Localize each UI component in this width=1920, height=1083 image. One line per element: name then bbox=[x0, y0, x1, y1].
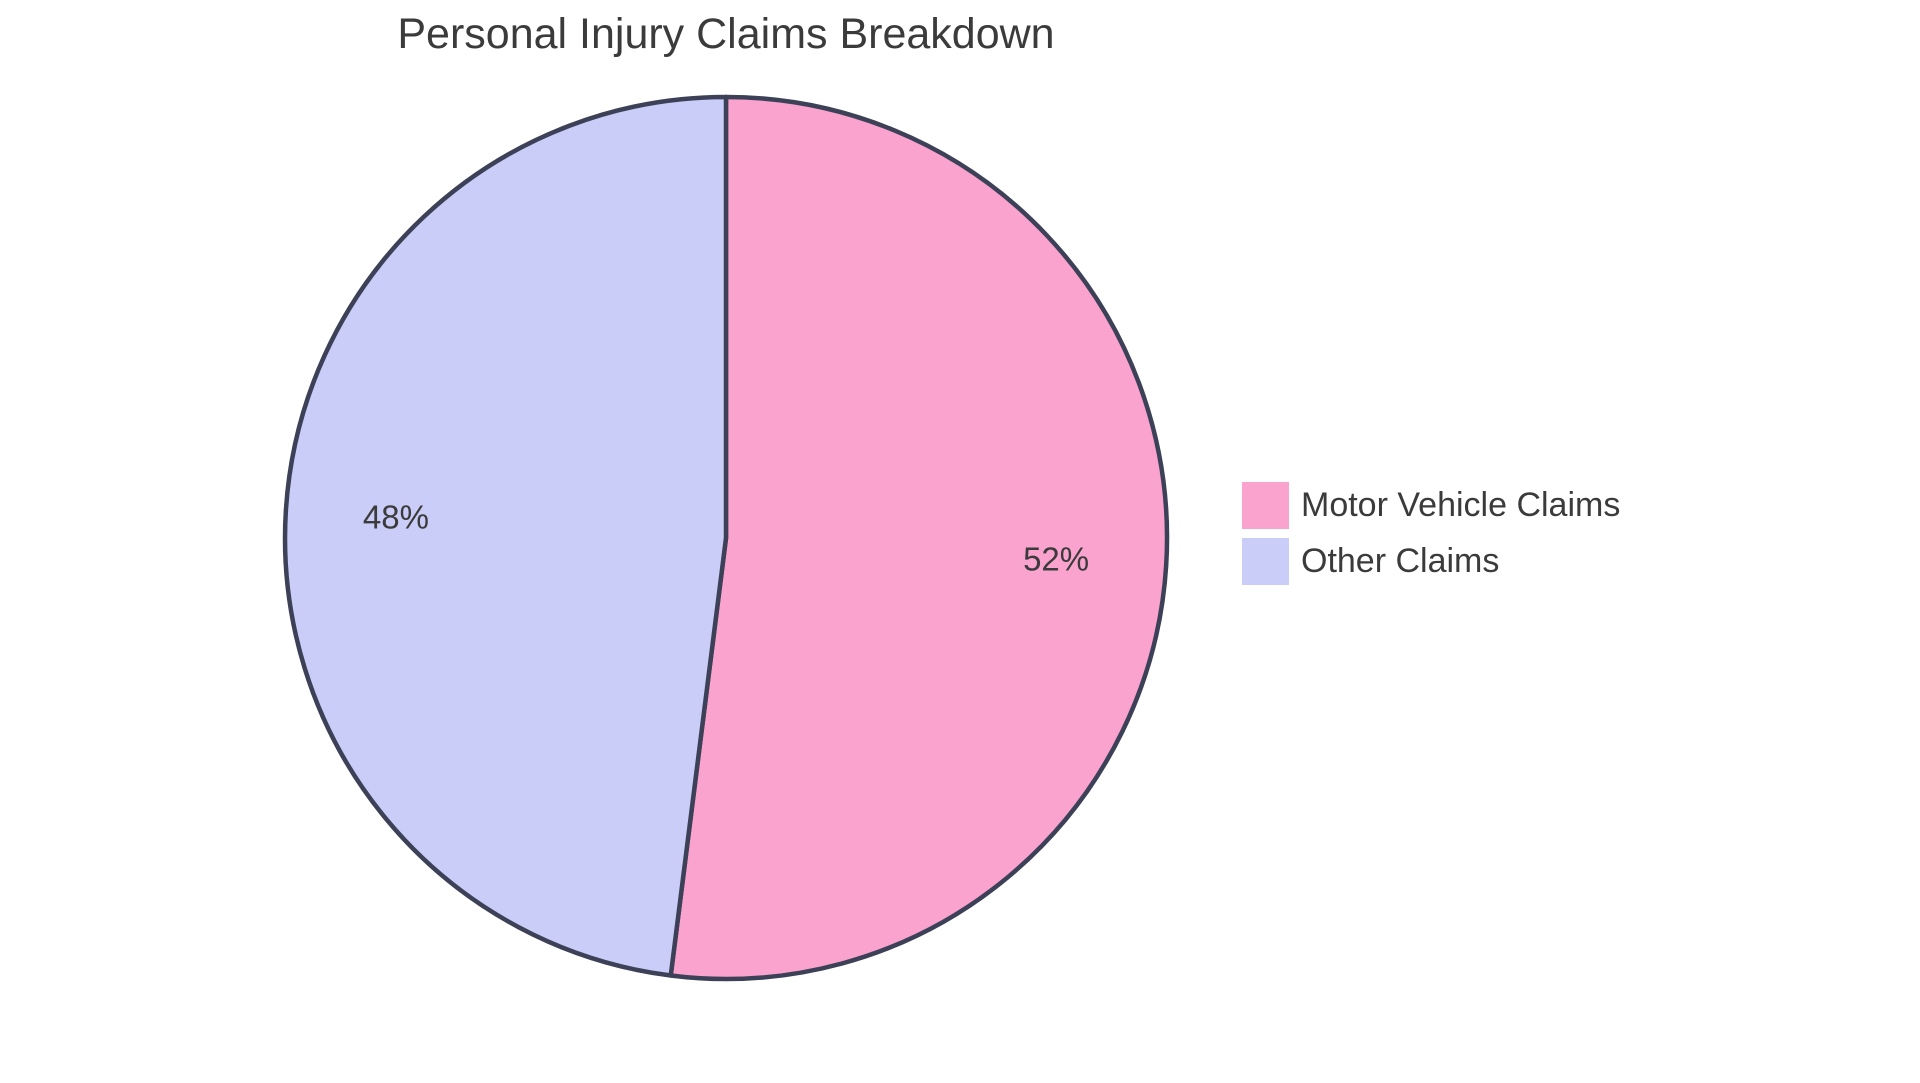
pie-slice-other-claims[interactable] bbox=[282, 94, 729, 978]
pie-slice-percentage-label: 52% bbox=[1023, 540, 1089, 577]
legend-label-other-claims: Other Claims bbox=[1301, 542, 1500, 580]
pie-slice-percentage-label: 48% bbox=[363, 499, 429, 536]
legend-label-motor-vehicle-claims: Motor Vehicle Claims bbox=[1301, 486, 1621, 524]
pie-slice-motor-vehicle-claims[interactable] bbox=[668, 94, 1170, 982]
legend-swatch-other-claims bbox=[1242, 538, 1289, 585]
pie-chart-container: 52% 48% bbox=[276, 88, 1176, 988]
legend: Motor Vehicle Claims Other Claims bbox=[1242, 482, 1620, 585]
pie-chart: 52% 48% bbox=[282, 94, 1170, 982]
chart-title: Personal Injury Claims Breakdown bbox=[397, 10, 1055, 58]
legend-swatch-motor-vehicle-claims bbox=[1242, 482, 1289, 529]
legend-item-other-claims[interactable]: Other Claims bbox=[1242, 538, 1620, 585]
legend-item-motor-vehicle-claims[interactable]: Motor Vehicle Claims bbox=[1242, 482, 1620, 529]
